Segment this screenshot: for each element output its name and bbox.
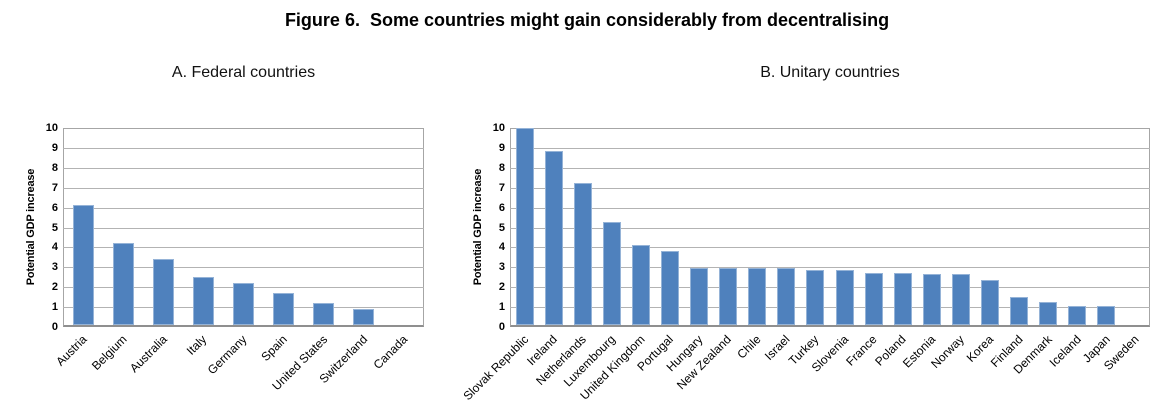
gridline [510, 208, 1150, 209]
y-tick-label: 9 [498, 142, 505, 154]
bar-turkey [806, 270, 824, 325]
bar-poland [894, 273, 912, 325]
gridline [63, 247, 424, 248]
bar-iceland [1068, 306, 1086, 325]
bar-japan [1097, 306, 1115, 325]
bar-spain [273, 293, 294, 325]
bar-estonia [923, 274, 941, 325]
bar-slovak-republic [516, 128, 534, 325]
bar-belgium [113, 243, 134, 325]
gridline [63, 168, 424, 169]
y-axis-title: Potential GDP increase [472, 168, 484, 285]
bar-luxembourg [603, 222, 621, 325]
y-tick-label: 4 [498, 241, 505, 253]
bar-australia [153, 259, 174, 325]
y-tick-label: 3 [498, 261, 505, 273]
y-tick-label: 3 [51, 261, 58, 273]
bar-ireland [545, 151, 563, 325]
y-tick-label: 1 [51, 301, 58, 313]
y-tick-label: 6 [498, 202, 505, 214]
y-tick-label: 7 [51, 182, 58, 194]
bar-finland [1010, 297, 1028, 325]
bar-netherlands [574, 183, 592, 325]
bar-korea [981, 280, 999, 325]
bar-slovenia [836, 270, 854, 325]
gridline [63, 208, 424, 209]
y-tick-label: 8 [498, 162, 505, 174]
bar-switzerland [353, 309, 374, 325]
panel-b-title: B. Unitary countries [760, 64, 900, 81]
y-tick-label: 5 [51, 222, 58, 234]
y-tick-label: 1 [498, 301, 505, 313]
y-tick-label: 8 [51, 162, 58, 174]
y-tick-label: 0 [51, 321, 58, 333]
gridline [510, 287, 1150, 288]
gridline [63, 148, 424, 149]
bar-united-kingdom [632, 245, 650, 325]
bar-chile [748, 268, 766, 325]
gridline [63, 188, 424, 189]
gridline [63, 267, 424, 268]
x-label-slovak-republic: Slovak Republic [459, 332, 531, 400]
gridline [510, 148, 1150, 149]
gridline [510, 307, 1150, 308]
gridline [510, 168, 1150, 169]
figure-title: Figure 6. Some countries might gain cons… [284, 10, 890, 30]
bar-hungary [690, 268, 708, 325]
bar-germany [233, 283, 254, 325]
bar-portugal [661, 251, 679, 325]
gridline [510, 228, 1150, 229]
gridline [510, 247, 1150, 248]
y-tick-label: 2 [498, 281, 505, 293]
bar-new-zealand [719, 268, 737, 325]
gridline [510, 267, 1150, 268]
y-tick-label: 10 [45, 122, 58, 134]
bar-austria [73, 205, 94, 325]
x-label-france: France [843, 332, 880, 369]
y-tick-label: 6 [51, 202, 58, 214]
y-tick-label: 4 [51, 241, 58, 253]
gridline [510, 188, 1150, 189]
gridline [63, 228, 424, 229]
bar-united-states [313, 303, 334, 325]
panel-a-title: A. Federal countries [171, 64, 316, 81]
x-label-chile: Chile [734, 332, 764, 362]
bar-israel [777, 268, 795, 325]
y-tick-label: 9 [51, 142, 58, 154]
y-tick-label: 7 [498, 182, 505, 194]
y-tick-label: 2 [51, 281, 58, 293]
y-tick-label: 5 [498, 222, 505, 234]
bar-italy [193, 277, 214, 325]
y-tick-label: 0 [498, 321, 505, 333]
bar-denmark [1039, 302, 1057, 325]
bar-france [865, 273, 883, 325]
y-tick-label: 10 [492, 122, 505, 134]
bar-norway [952, 274, 970, 325]
